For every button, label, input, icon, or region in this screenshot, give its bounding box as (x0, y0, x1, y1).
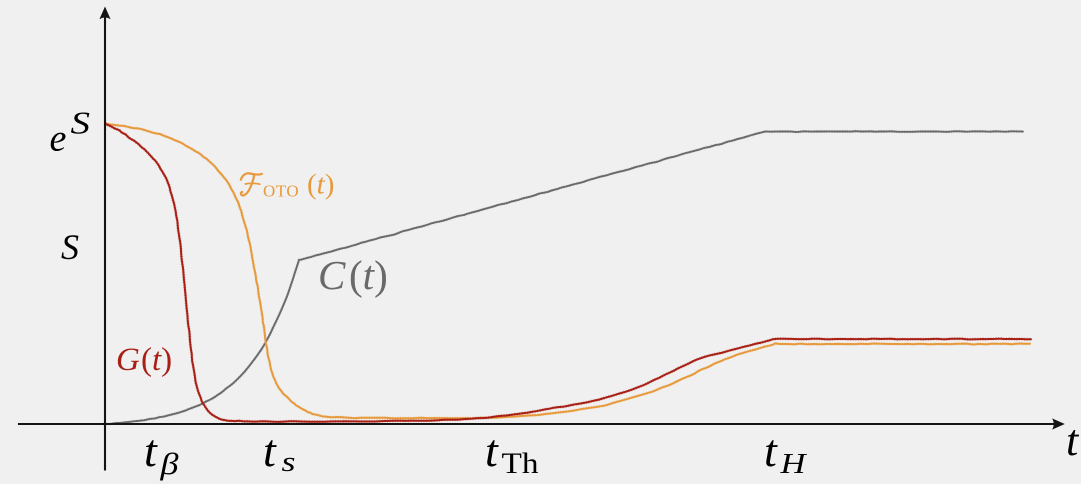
svg-text:C: C (318, 252, 346, 298)
svg-text:S: S (71, 105, 91, 141)
svg-text:Th: Th (502, 447, 539, 480)
svg-text:H: H (779, 448, 808, 480)
svg-text:β: β (159, 446, 179, 481)
svg-text:(t): (t) (349, 252, 388, 298)
svg-text:t: t (144, 425, 158, 476)
svg-text:t: t (485, 425, 499, 476)
svg-text:s: s (282, 447, 296, 478)
svg-text:e: e (50, 118, 67, 160)
svg-text:S: S (61, 227, 79, 267)
svg-text:G: G (116, 342, 140, 378)
svg-text:t: t (263, 425, 277, 476)
svg-text:OTO: OTO (263, 182, 299, 201)
svg-text:(t): (t) (307, 168, 334, 200)
svg-text:(t): (t) (141, 342, 172, 378)
svg-text:t: t (764, 425, 778, 476)
svg-text:t: t (1066, 416, 1080, 465)
